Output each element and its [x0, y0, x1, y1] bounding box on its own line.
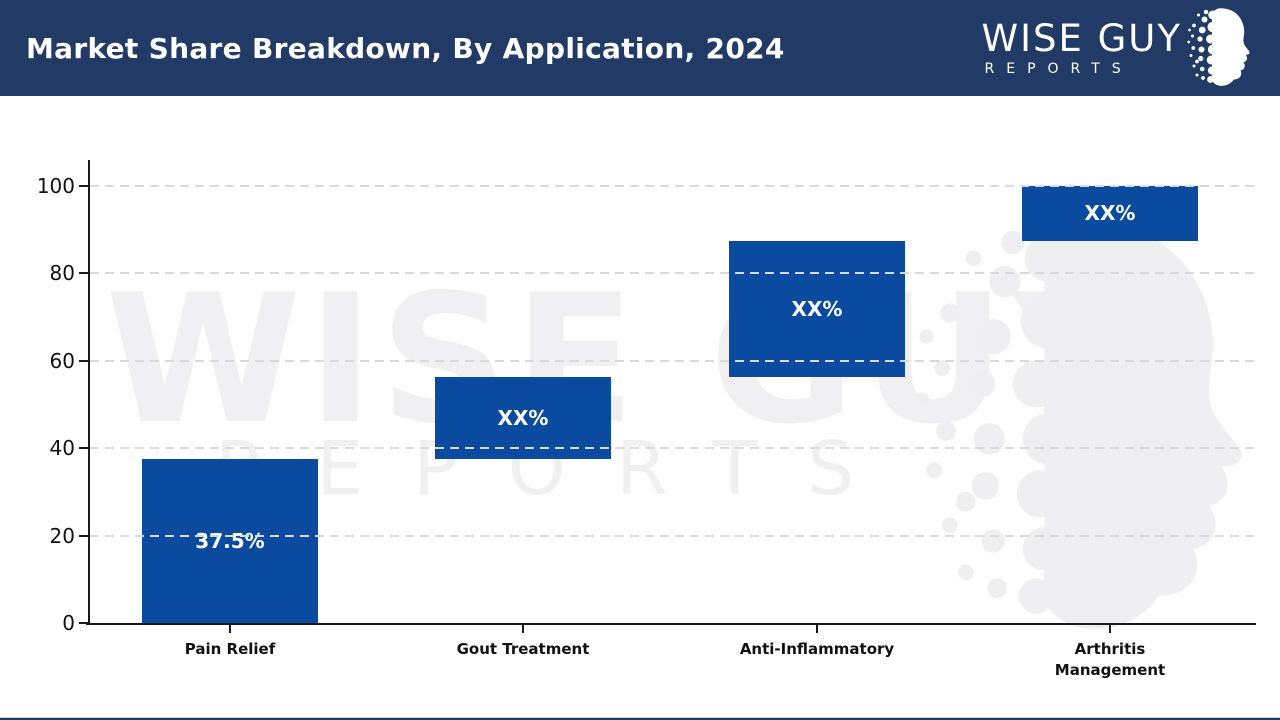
- x-tick-1: [522, 625, 524, 633]
- bar-value-label: XX%: [1084, 201, 1136, 226]
- gridline-y40: [90, 447, 1256, 450]
- x-tick-0: [229, 625, 231, 633]
- y-tick-label: 40: [49, 436, 75, 461]
- gridline-y80: [90, 272, 1256, 275]
- page-title: Market Share Breakdown, By Application, …: [26, 31, 785, 65]
- y-tick-label: 100: [36, 174, 75, 198]
- chart-canvas: WISE GUY REPORTS 0 20 40 60 80 100 37.5% Pain R…: [0, 96, 1280, 717]
- bar-value-label: XX%: [791, 296, 843, 321]
- bar-anti-inflammatory: XX%: [729, 240, 905, 378]
- y-axis-line: [88, 160, 90, 625]
- x-tick-3: [1109, 625, 1111, 633]
- gridline-y100: [90, 185, 1256, 187]
- y-tick-80: [79, 272, 88, 275]
- bar-gout-treatment: XX%: [435, 377, 611, 460]
- y-tick-20: [79, 534, 88, 537]
- gridline-y20: [90, 534, 1256, 537]
- y-tick-40: [79, 447, 88, 450]
- y-tick-label: 60: [49, 348, 75, 373]
- watermark-wordmark: WISE GUY: [105, 256, 1147, 463]
- x-category-label: Arthritis Management: [1054, 640, 1166, 679]
- y-tick-label: 0: [62, 611, 75, 635]
- x-category-label: Pain Relief: [184, 640, 276, 658]
- bar-pain-relief: 37.5%: [142, 459, 318, 623]
- y-tick-60: [79, 359, 88, 362]
- watermark-face-icon: [855, 211, 1265, 651]
- header-bar: Market Share Breakdown, By Application, …: [0, 0, 1280, 96]
- footer-divider: [0, 717, 1280, 718]
- footer-accent-bar: [0, 718, 1280, 720]
- bar-value-label: XX%: [497, 406, 549, 431]
- wise-guy-logo: WISE GUY REPORTS: [982, 6, 1254, 90]
- y-tick-0: [79, 622, 88, 624]
- logo-subtext: REPORTS: [984, 61, 1133, 77]
- gridline-y60: [90, 359, 1256, 362]
- x-category-label: Anti-Inflammatory: [739, 640, 895, 658]
- logo-wordmark: WISE GUY: [981, 17, 1182, 60]
- y-tick-label: 80: [49, 261, 75, 286]
- dotted-face-icon: [1176, 6, 1254, 90]
- y-tick-label: 20: [49, 523, 75, 548]
- bar-value-label: 37.5%: [195, 529, 265, 554]
- y-tick-100: [79, 185, 88, 187]
- x-tick-2: [816, 625, 818, 633]
- bar-arthritis-management: XX%: [1022, 186, 1198, 241]
- x-axis-line: [86, 623, 1256, 625]
- x-category-label: Gout Treatment: [456, 640, 590, 658]
